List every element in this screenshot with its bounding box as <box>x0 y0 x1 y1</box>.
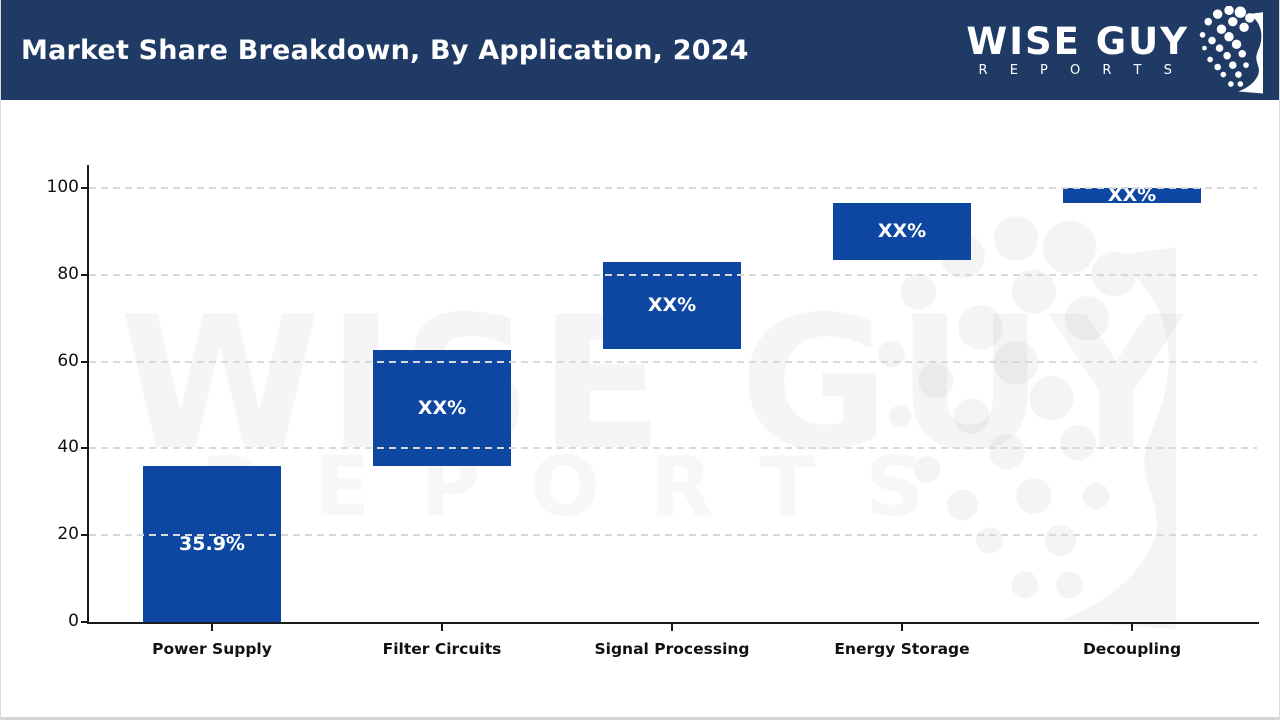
y-tick-label-0: 0 <box>68 611 79 631</box>
gridline-100 <box>89 187 1257 189</box>
dotted-face-profile-icon <box>1199 6 1263 94</box>
bar-value-label: XX% <box>877 220 927 243</box>
x-category-label: Energy Storage <box>834 640 970 658</box>
x-category-label: Filter Circuits <box>382 640 502 658</box>
logo-line2: R E P O R T S <box>978 63 1181 78</box>
y-tick-label-40: 40 <box>57 437 79 458</box>
page-title: Market Share Breakdown, By Application, … <box>21 34 749 66</box>
bar-energy-storage: XX% <box>833 202 971 260</box>
wise-guy-logo: WISE GUY R E P O R T S <box>966 6 1263 94</box>
gridline-80 <box>89 273 1257 276</box>
y-tick-mark-100 <box>81 187 89 189</box>
y-tick-mark-20 <box>81 534 89 537</box>
x-tick-mark-1 <box>441 624 443 631</box>
x-category-label: Signal Processing <box>594 640 750 658</box>
y-tick-mark-80 <box>81 273 89 276</box>
header-banner: Market Share Breakdown, By Application, … <box>1 0 1279 100</box>
y-tick-mark-0 <box>81 621 89 623</box>
bar-filter-circuits: XX% <box>373 350 511 467</box>
logo-text: WISE GUY R E P O R T S <box>966 23 1189 77</box>
x-tick-mark-0 <box>211 624 213 631</box>
x-tick-mark-2 <box>671 624 673 631</box>
bar-value-label: XX% <box>647 294 697 317</box>
x-axis-line <box>87 622 1259 624</box>
y-tick-label-80: 80 <box>57 263 79 284</box>
x-tick-mark-4 <box>1131 624 1133 631</box>
y-tick-mark-60 <box>81 360 89 363</box>
y-tick-mark-40 <box>81 447 89 450</box>
logo-line1: WISE GUY <box>966 20 1189 63</box>
bar-decoupling: XX% <box>1063 184 1201 206</box>
gridline-60 <box>89 360 1257 363</box>
y-axis-line <box>87 165 89 624</box>
y-tick-label-100: 100 <box>46 177 79 197</box>
gridline-40 <box>89 447 1257 450</box>
x-category-label: Decoupling <box>1082 640 1182 658</box>
bar-value-label: XX% <box>1107 184 1157 207</box>
bar-power-supply: 35.9% <box>143 466 281 622</box>
dotted-face-profile-watermark <box>878 216 1176 630</box>
gridline-20 <box>89 534 1257 537</box>
bar-value-label: 35.9% <box>179 533 245 556</box>
bar-signal-processing: XX% <box>603 261 741 349</box>
y-tick-label-20: 20 <box>57 524 79 545</box>
bar-value-label: XX% <box>417 397 467 420</box>
x-tick-mark-3 <box>901 624 903 631</box>
y-tick-label-60: 60 <box>57 350 79 371</box>
x-category-label: Power Supply <box>152 640 272 658</box>
